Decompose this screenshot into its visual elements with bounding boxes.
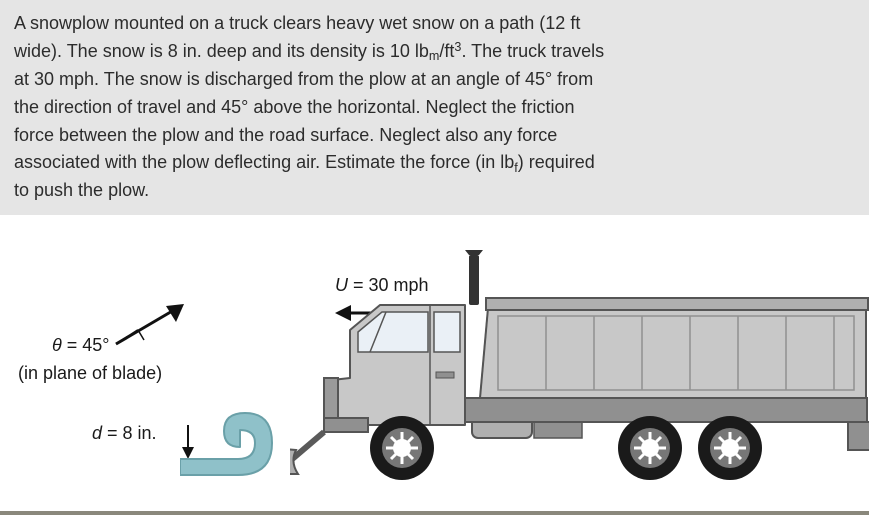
unit-sub-m: m (429, 49, 440, 63)
line-1: A snowplow mounted on a truck clears hea… (14, 13, 580, 33)
line-2b: /ft (439, 41, 454, 61)
truck-icon (290, 250, 869, 500)
front-wheel (370, 416, 434, 480)
theta-var: θ (52, 335, 62, 355)
line-5: force between the plow and the road surf… (14, 125, 557, 145)
d-var: d (92, 423, 102, 443)
rear-wheel-2 (698, 416, 762, 480)
d-eq: = 8 in. (102, 423, 157, 443)
angle-label: θ = 45° (52, 335, 110, 356)
rear-wheel-1 (618, 416, 682, 480)
line-3: at 30 mph. The snow is discharged from t… (14, 69, 593, 89)
line-2c: . The truck travels (461, 41, 604, 61)
unit-sup-3: 3 (454, 40, 461, 54)
depth-label: d = 8 in. (92, 423, 157, 444)
theta-eq: = 45° (62, 335, 110, 355)
problem-text: A snowplow mounted on a truck clears hea… (0, 0, 869, 215)
line-7: to push the plow. (14, 180, 149, 200)
line-2a: wide). The snow is 8 in. deep and its de… (14, 41, 429, 61)
illustration: U = 30 mph θ = 45° (in plane of blade) d… (0, 215, 869, 515)
line-4: the direction of travel and 45° above th… (14, 97, 575, 117)
line-6b: ) required (518, 152, 595, 172)
line-6a: associated with the plow deflecting air.… (14, 152, 514, 172)
plane-label: (in plane of blade) (18, 363, 162, 384)
unit-sub-f: f (514, 161, 518, 175)
ground-line (0, 511, 869, 515)
